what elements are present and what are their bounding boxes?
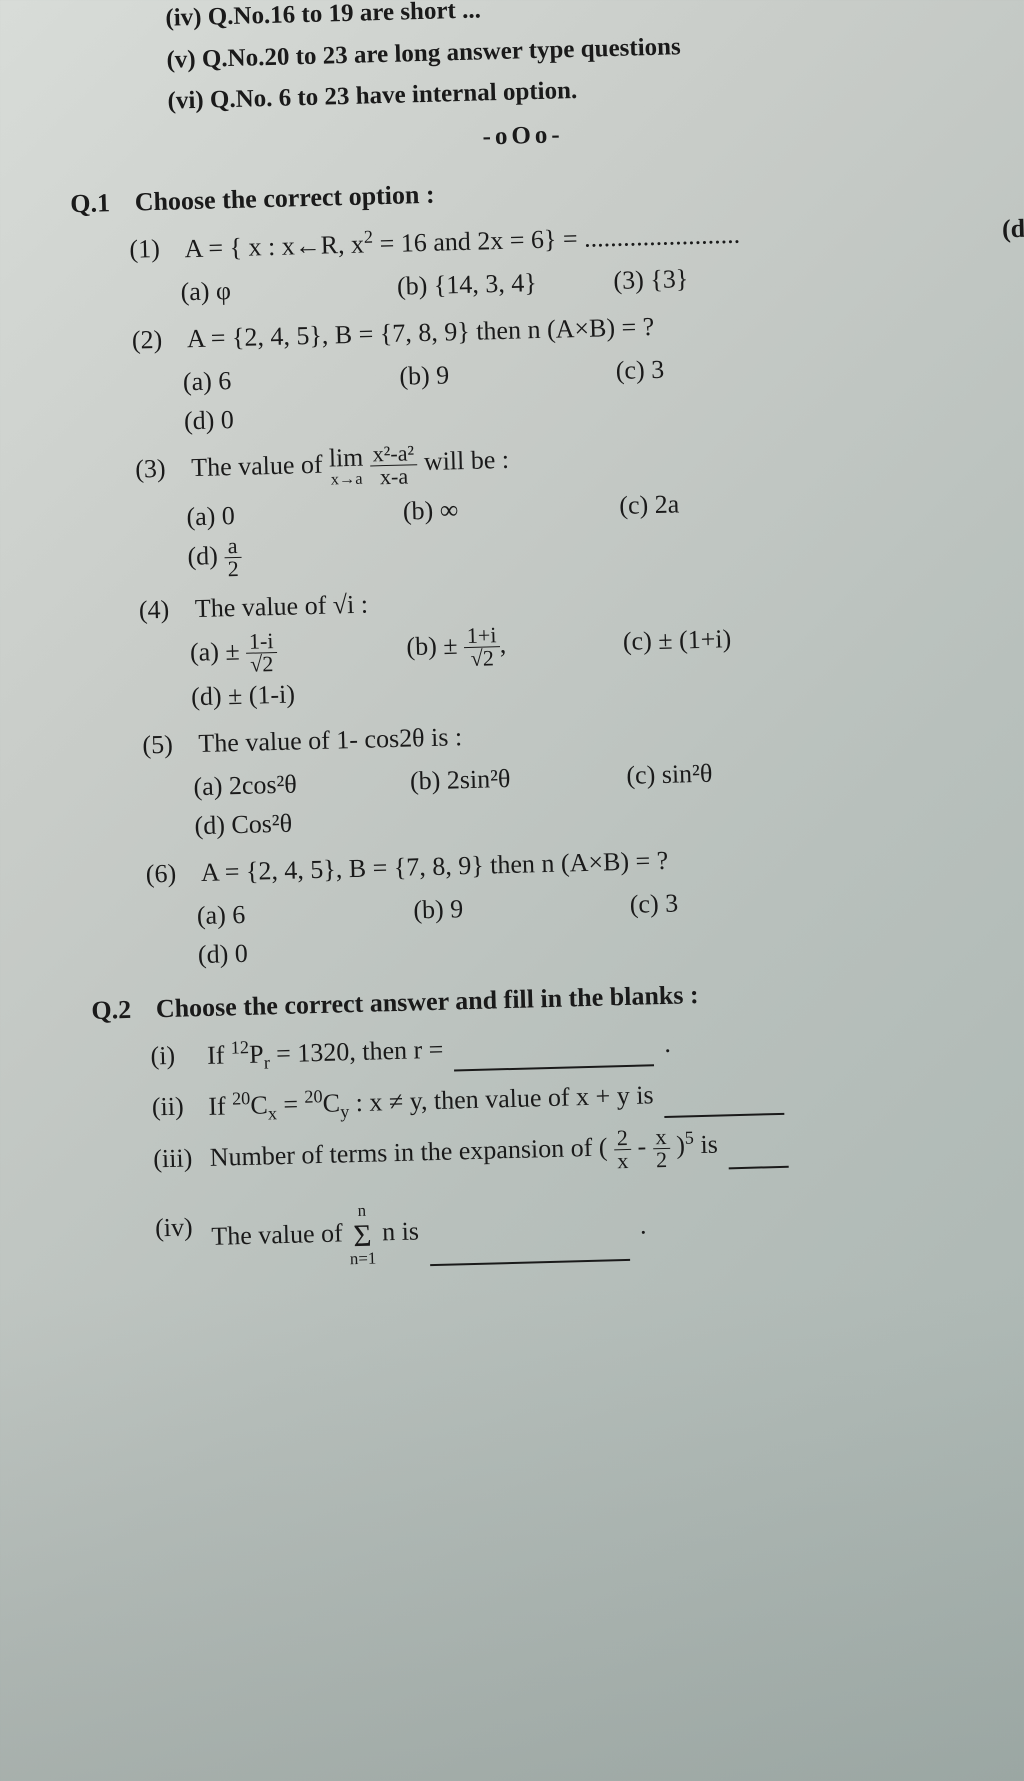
q2-iv-num: (iv) [155,1207,206,1247]
q1-4-options: (a) ± 1-i √2 (b) ± 1+i √2 , (c) ± (1+i) … [190,611,993,716]
q2-item-iv: (iv) The value of n Σ n=1 n is . [155,1186,1007,1273]
q1-6-b: (b) 9 [413,887,564,930]
q1-3-options: (a) 0 (b) ∞ (c) 2a (d) a 2 [186,476,989,581]
q1-5-b: (b) 2sin²θ [409,758,560,801]
blank-field [430,1232,631,1266]
q1-4-d: (d) ± (1-i) [191,674,342,717]
q1-2-stem: A = {2, 4, 5}, B = {7, 8, 9} then n (A×B… [187,312,655,353]
question-2: Q.2 Choose the correct answer and fill i… [91,967,1007,1274]
q1-heading: Choose the correct option : [134,175,435,222]
q1-2-options: (a) 6 (b) 9 (c) 3 (d) 0 [182,341,985,440]
q1-3-b: (b) ∞ [402,488,553,531]
q1-2-d: (d) 0 [183,397,334,440]
q1-2-b: (b) 9 [399,352,550,395]
blank-field [454,1038,655,1072]
q1-5-num: (5) [142,724,193,764]
q1-1-stem: A = { x : x←R, x2 = 16 and 2x = 6} = ...… [184,219,740,263]
q1-1-b: (b) {14, 3, 4} [397,262,548,305]
q2-heading: Choose the correct answer and fill in th… [155,975,699,1028]
q1-3-a: (a) 0 [186,493,337,536]
q2-ii-text: If 20Cx = 20Cy : x ≠ y, then value of x … [208,1077,788,1121]
q1-1-a: (a) φ [180,268,331,311]
q1-3-stem: The value of lim x→a x²-a² x-a will be : [191,445,510,482]
q1-5-stem: The value of 1- cos2θ is : [198,722,462,758]
q1-5-d: (d) Cos²θ [194,802,345,845]
q1-1-c: (3) {3} [613,257,764,300]
q1-3-d: (d) a 2 [187,532,338,581]
q1-2-a: (a) 6 [182,358,333,401]
q1-4-b: (b) ± 1+i √2 , [406,623,557,672]
q1-4-a: (a) ± 1-i √2 [190,628,341,677]
q2-iv-text: The value of n Σ n=1 n is . [211,1211,647,1251]
q1-6-a: (a) 6 [196,892,347,935]
q1-1-num: (1) [129,228,180,268]
q1-6-options: (a) 6 (b) 9 (c) 3 (d) 0 [196,875,999,974]
q2-i-num: (i) [150,1035,201,1075]
fraction-x2a2: x²-a² x-a [369,442,418,488]
blank-field [728,1139,789,1169]
instruction-block: (iv) Q.No.16 to 19 are short ... (v) Q.N… [165,0,977,120]
q2-ii-num: (ii) [151,1086,202,1126]
q1-5-c: (c) sin²θ [626,752,777,795]
summation-symbol: n Σ n=1 [348,1202,376,1268]
limit-symbol: lim x→a [329,445,364,488]
q1-4-stem: The value of √i : [195,590,369,624]
q1-4-num: (4) [138,589,189,629]
q1-6-stem: A = {2, 4, 5}, B = {7, 8, 9} then n (A×B… [201,846,669,887]
question-1: Q.1 Choose the correct option : (1) A = … [70,160,999,977]
q1-5-options: (a) 2cos²θ (b) 2sin²θ (c) sin²θ (d) Cos²… [193,746,996,845]
cutoff-option-d: (d) [1002,214,1024,245]
q2-iii-text: Number of terms in the expansion of ( 2 … [209,1128,788,1172]
q2-i-text: If 12Pr = 1320, then r = . [207,1029,671,1070]
q2-label: Q.2 [91,990,150,1031]
q1-6-d: (d) 0 [197,931,348,974]
q1-4-c: (c) ± (1+i) [622,618,773,661]
blank-field [664,1086,785,1118]
exam-page: (iv) Q.No.16 to 19 are short ... (v) Q.N… [0,0,1024,1296]
q1-label: Q.1 [70,183,129,224]
q1-6-num: (6) [145,853,196,893]
q1-2-num: (2) [131,319,182,359]
q1-5-a: (a) 2cos²θ [193,764,344,807]
q1-3-num: (3) [135,448,186,488]
q1-3-c: (c) 2a [619,482,770,525]
q1-2-c: (c) 3 [615,347,766,390]
page-shadow [0,1281,1024,1781]
q2-iii-num: (iii) [153,1138,204,1178]
q1-6-c: (c) 3 [629,881,780,924]
